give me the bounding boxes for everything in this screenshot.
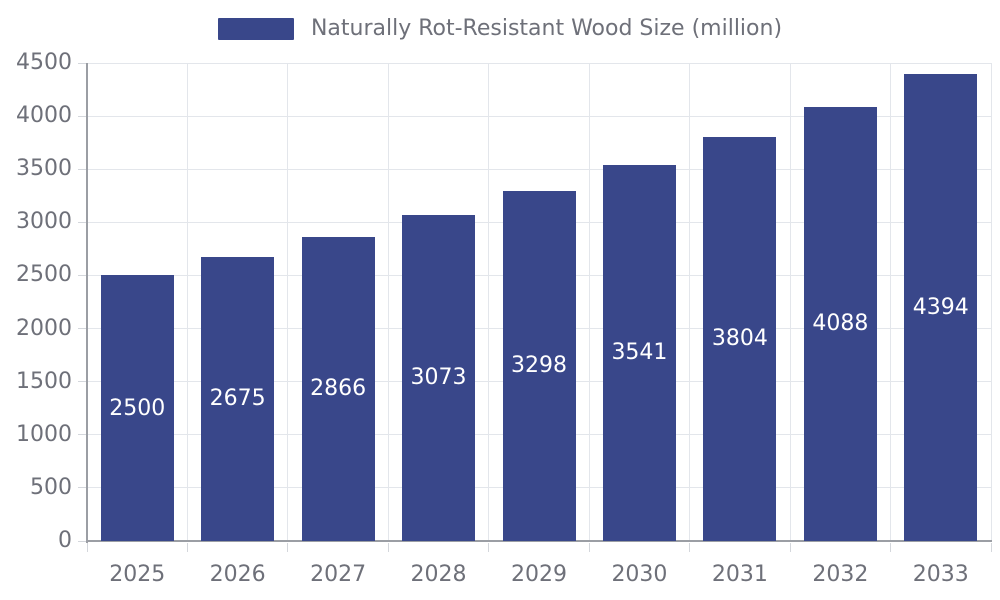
bar-value-label: 3073 bbox=[410, 365, 467, 391]
x-axis-line bbox=[86, 540, 992, 542]
bar[interactable]: 3073 bbox=[402, 214, 476, 541]
x-axis-label: 2032 bbox=[812, 562, 869, 587]
y-axis-tick bbox=[78, 434, 87, 436]
y-axis-label: 4000 bbox=[16, 103, 72, 129]
y-axis-label: 2000 bbox=[16, 315, 72, 341]
bar[interactable]: 4394 bbox=[904, 74, 978, 541]
y-axis-tick bbox=[78, 381, 87, 383]
bar-value-label: 4088 bbox=[812, 311, 869, 337]
x-axis-tick bbox=[287, 543, 289, 552]
y-axis-label: 1000 bbox=[16, 421, 72, 447]
legend-label: Naturally Rot-Resistant Wood Size (milli… bbox=[310, 16, 783, 41]
x-axis-tick bbox=[890, 543, 892, 552]
gridline-vertical bbox=[890, 63, 892, 541]
x-axis-tick bbox=[588, 543, 590, 552]
bar[interactable]: 2500 bbox=[100, 275, 174, 541]
gridline-horizontal bbox=[87, 62, 991, 64]
x-axis-label: 2030 bbox=[611, 562, 668, 587]
bar-value-label: 4394 bbox=[912, 295, 969, 321]
y-axis-tick bbox=[78, 274, 87, 276]
x-axis-label: 2025 bbox=[109, 562, 166, 587]
bar[interactable]: 3298 bbox=[502, 190, 576, 541]
y-axis-tick bbox=[78, 487, 87, 489]
gridline-horizontal bbox=[87, 115, 991, 117]
y-axis-label: 3500 bbox=[16, 156, 72, 182]
y-axis-label: 1500 bbox=[16, 368, 72, 394]
x-axis-tick bbox=[789, 543, 791, 552]
bar[interactable]: 4088 bbox=[803, 106, 877, 541]
bar-value-label: 3298 bbox=[511, 353, 567, 379]
y-axis-label: 2500 bbox=[16, 262, 72, 288]
bar[interactable]: 2675 bbox=[201, 256, 275, 541]
x-axis-tick bbox=[186, 543, 188, 552]
x-axis-label: 2027 bbox=[310, 562, 367, 587]
x-axis-tick bbox=[689, 543, 691, 552]
bar-value-label: 3804 bbox=[711, 326, 768, 352]
y-axis-label: 500 bbox=[30, 474, 72, 500]
gridline-vertical bbox=[488, 63, 490, 541]
x-axis-tick bbox=[86, 543, 88, 552]
bar-value-label: 2866 bbox=[310, 376, 367, 402]
y-axis-tick bbox=[78, 328, 87, 330]
bar-value-label: 2675 bbox=[209, 386, 266, 412]
y-axis-label: 0 bbox=[58, 528, 72, 553]
bar-value-label: 2500 bbox=[109, 395, 166, 421]
gridline-vertical bbox=[387, 63, 389, 541]
y-axis-line bbox=[86, 63, 88, 543]
x-axis-label: 2026 bbox=[209, 562, 266, 587]
legend-item[interactable]: Naturally Rot-Resistant Wood Size (milli… bbox=[0, 16, 1000, 42]
gridline-horizontal bbox=[87, 168, 991, 170]
gridline-vertical bbox=[186, 63, 188, 541]
x-axis-tick bbox=[990, 543, 992, 552]
y-axis-label: 4500 bbox=[16, 50, 72, 75]
legend-swatch bbox=[217, 18, 294, 40]
y-axis-tick bbox=[78, 62, 87, 64]
y-axis-tick bbox=[78, 540, 87, 542]
bar[interactable]: 3541 bbox=[602, 164, 676, 541]
gridline-vertical bbox=[990, 63, 992, 541]
gridline-vertical bbox=[789, 63, 791, 541]
x-axis-tick bbox=[488, 543, 490, 552]
y-axis-tick bbox=[78, 115, 87, 117]
bar-value-label: 3541 bbox=[611, 340, 668, 366]
y-axis-tick bbox=[78, 168, 87, 170]
gridline-vertical bbox=[287, 63, 289, 541]
x-axis-tick bbox=[387, 543, 389, 552]
y-axis-label: 3000 bbox=[16, 209, 72, 235]
gridline-vertical bbox=[689, 63, 691, 541]
x-axis-label: 2029 bbox=[510, 562, 567, 587]
x-axis-label: 2028 bbox=[410, 562, 467, 587]
bar[interactable]: 3804 bbox=[703, 136, 777, 541]
bar[interactable]: 2866 bbox=[301, 236, 375, 541]
gridline-vertical bbox=[588, 63, 590, 541]
x-axis-label: 2033 bbox=[912, 562, 969, 587]
x-axis-label: 2031 bbox=[711, 562, 768, 587]
y-axis-tick bbox=[78, 221, 87, 223]
